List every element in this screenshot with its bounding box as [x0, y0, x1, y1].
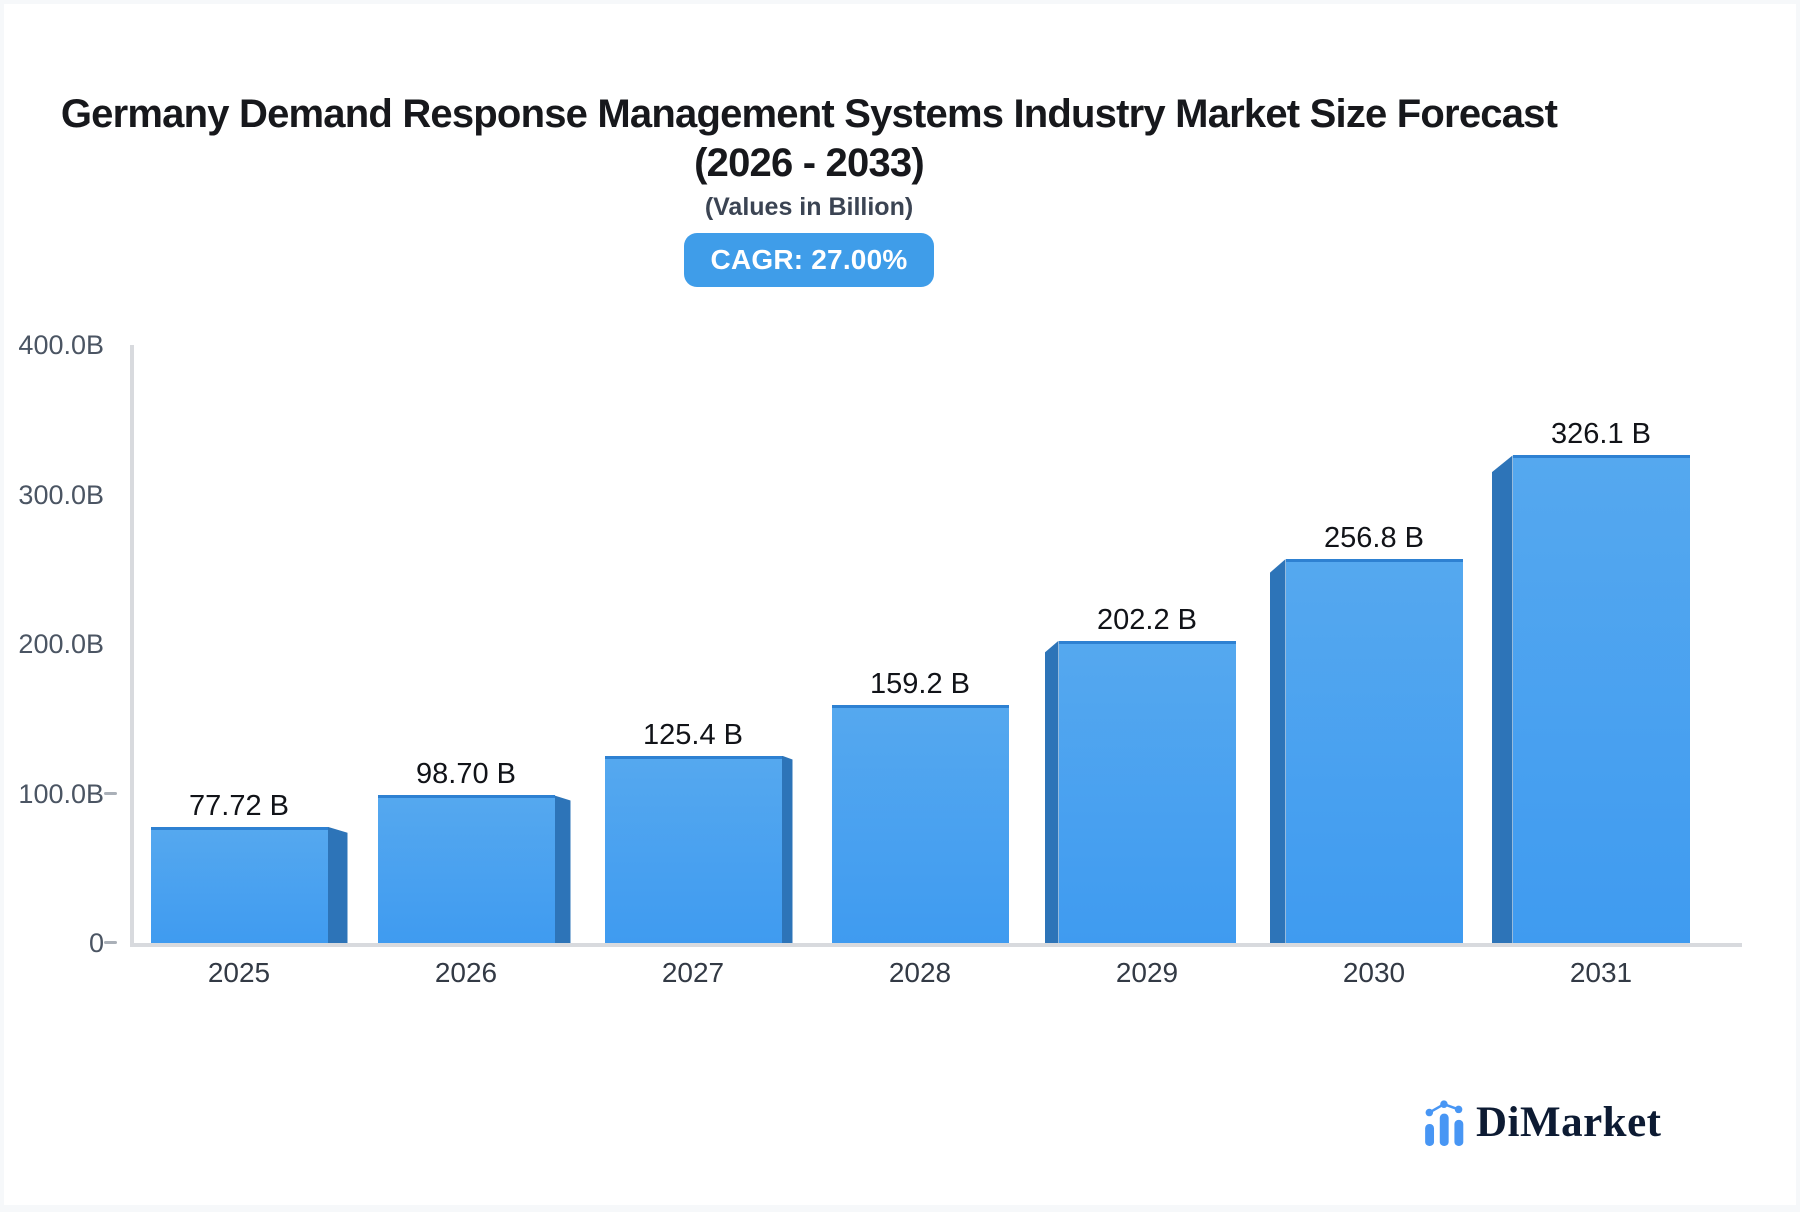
- y-tick-label-100.0B: 100.0B: [18, 778, 104, 809]
- chart-subtitle: (Values in Billion): [704, 193, 914, 221]
- bar-2025-side: [327, 826, 348, 943]
- x-tick-label-2028: 2028: [888, 957, 952, 988]
- page-title-line1: Germany Demand Response Management Syste…: [60, 92, 1558, 136]
- bar-chart-plot: 0 100.0B 200.0B 300.0B 400.0B 77.72 B 2025 98.7…: [4, 4, 1796, 1205]
- bar-2030-side: [1269, 559, 1286, 943]
- y-tick-dash: [104, 941, 117, 944]
- y-tick-label-200.0B: 200.0B: [18, 629, 104, 659]
- cagr-badge: CAGR: 27.00%: [683, 233, 935, 287]
- bar-2029-value: 202.2 B: [1097, 603, 1197, 636]
- x-tick-label-2029: 2029: [1115, 957, 1179, 988]
- x-tick-label-2026: 2026: [434, 957, 498, 988]
- bar-2031: [1512, 455, 1690, 943]
- bar-2025: [150, 826, 328, 943]
- bar-2027-side: [781, 755, 793, 943]
- bar-2030-value: 256.8 B: [1324, 522, 1424, 555]
- page-title-line2: (2026 - 2033): [694, 141, 925, 185]
- bar-2026: [377, 795, 555, 943]
- bar-2027: [604, 755, 782, 943]
- brand-logo: DiMarket: [1425, 1098, 1662, 1147]
- bar-2027-value: 125.4 B: [643, 718, 743, 751]
- bar-2028: [831, 704, 1009, 943]
- chart-header: Germany Demand Response Management Syste…: [4, 90, 1614, 287]
- bar-2030: [1285, 559, 1463, 943]
- y-axis-line: [130, 345, 134, 947]
- y-tick-dash: [104, 791, 117, 795]
- bar-2029-side: [1044, 640, 1059, 943]
- y-tick-label-400.0B: 400.0B: [18, 330, 104, 360]
- x-tick-label-2031: 2031: [1569, 957, 1633, 988]
- bar-2028-value: 159.2 B: [870, 667, 970, 700]
- brand-logo-text: DiMarket: [1476, 1099, 1662, 1146]
- bar-2026-side: [554, 795, 571, 943]
- dimarket-logo-icon: [1425, 1099, 1465, 1146]
- chart-card: Germany Demand Response Management Syste…: [4, 4, 1796, 1205]
- bar-2031-value: 326.1 B: [1551, 418, 1651, 451]
- x-tick-label-2027: 2027: [661, 957, 725, 988]
- x-tick-label-2030: 2030: [1342, 957, 1406, 988]
- y-tick-label-0: 0: [88, 928, 104, 958]
- bar-2026-value: 98.70 B: [416, 758, 516, 791]
- y-tick-label-300.0B: 300.0B: [18, 479, 104, 510]
- x-axis-line: [130, 943, 1742, 947]
- bar-2029: [1058, 640, 1236, 943]
- bar-2031-side: [1491, 455, 1513, 943]
- x-tick-label-2025: 2025: [207, 957, 271, 988]
- bar-2025-value: 77.72 B: [189, 789, 289, 822]
